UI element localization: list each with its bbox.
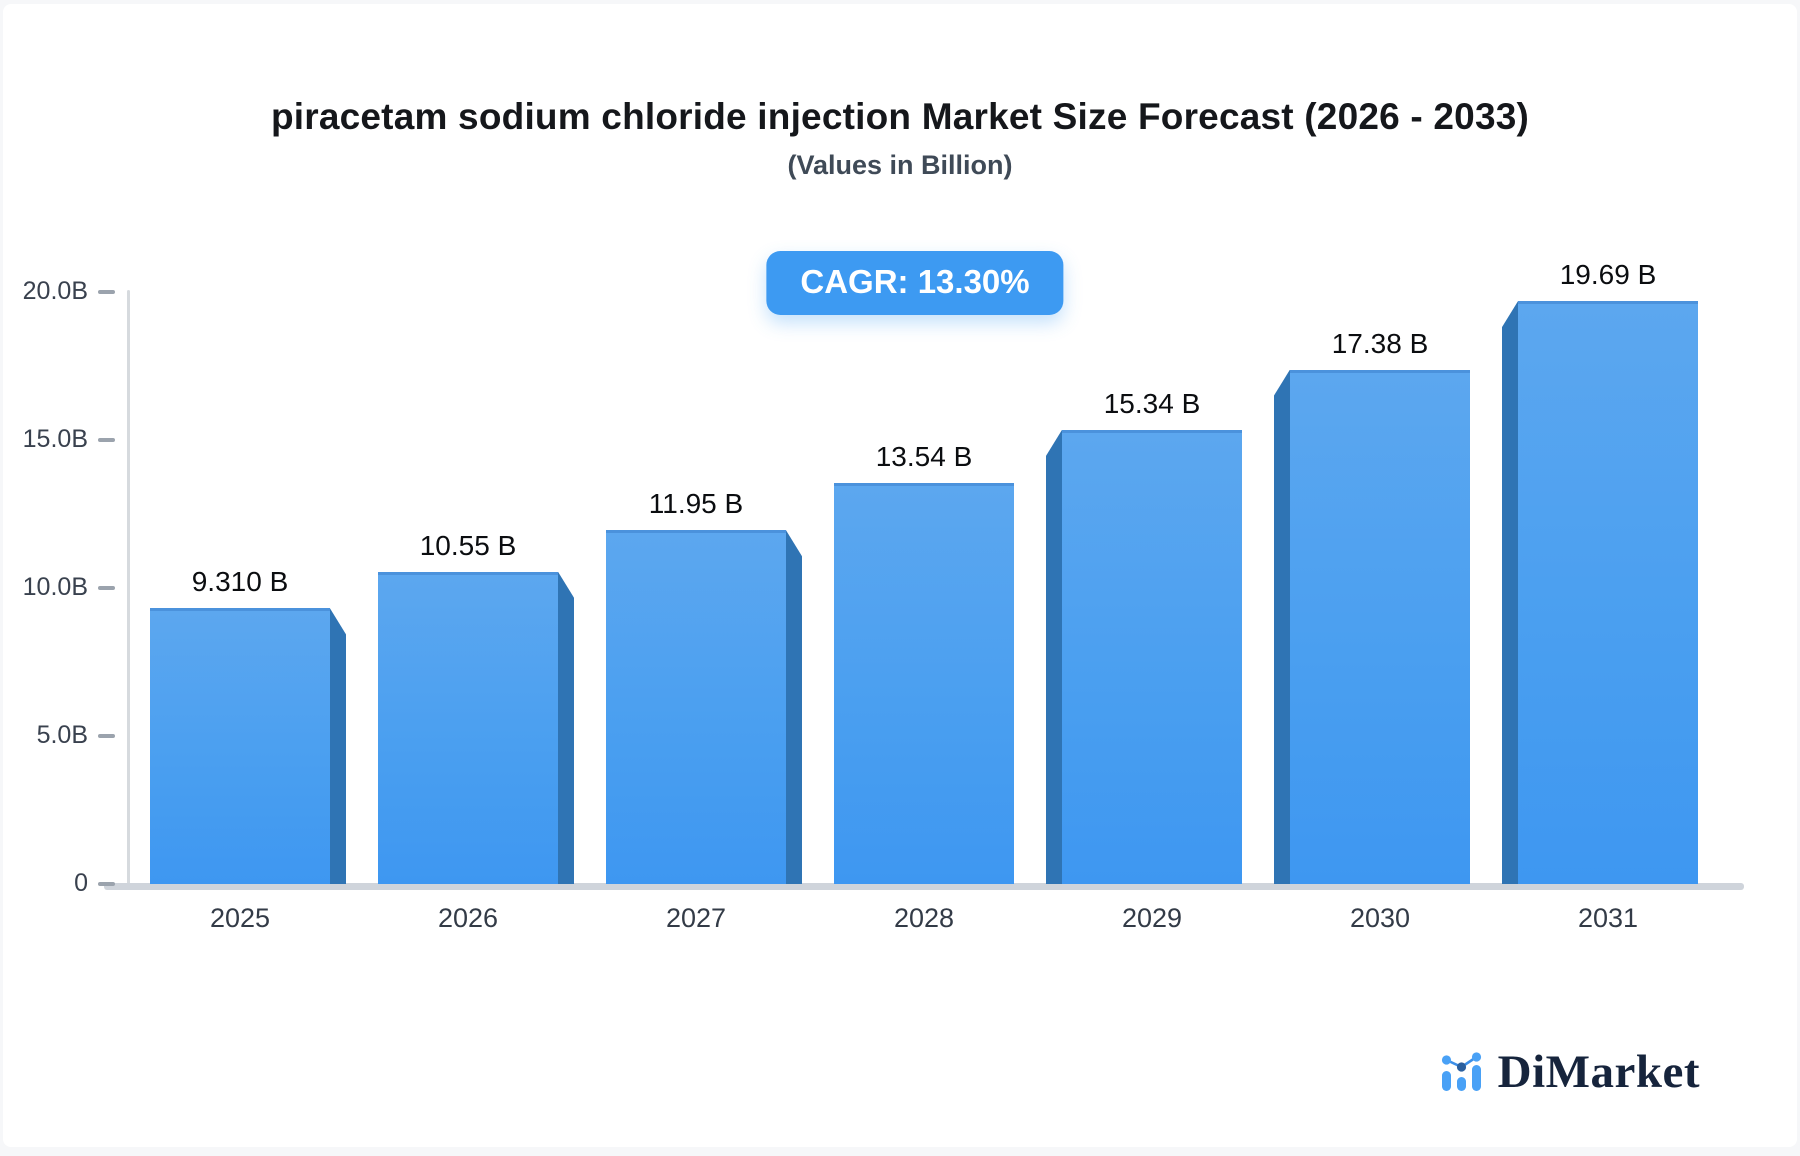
y-axis-tick-mark xyxy=(98,586,115,590)
y-axis-tick-label: 10.0B xyxy=(22,573,88,601)
bar-3d-side xyxy=(1502,301,1518,884)
x-axis-category-label: 2025 xyxy=(209,903,271,933)
y-axis-tick-label: 5.0B xyxy=(36,721,88,749)
bar xyxy=(150,608,330,884)
bar xyxy=(378,571,558,884)
brand-logo: DiMarket xyxy=(1439,1045,1700,1098)
y-axis-tick-mark xyxy=(98,882,115,886)
x-axis-category-label: 2026 xyxy=(437,903,499,933)
y-axis-tick-label: 0 xyxy=(74,869,88,897)
bar-value-label: 17.38 B xyxy=(1331,327,1429,359)
y-axis-tick-mark xyxy=(98,290,115,294)
y-axis-tick-mark xyxy=(98,438,115,442)
bar-3d-side xyxy=(330,608,346,884)
bar-3d-side xyxy=(786,530,802,884)
chart-subtitle: (Values in Billion) xyxy=(787,150,1013,180)
bar xyxy=(1062,429,1242,884)
x-axis-category-label: 2028 xyxy=(893,903,955,933)
y-axis-tick-label: 20.0B xyxy=(22,277,88,305)
bar-value-label: 11.95 B xyxy=(648,488,744,520)
y-axis-tick-mark xyxy=(98,734,115,738)
bar xyxy=(1290,369,1470,884)
bar-value-label: 10.55 B xyxy=(419,529,517,561)
y-axis-line xyxy=(127,290,130,886)
bar-value-label: 15.34 B xyxy=(1103,387,1201,419)
bar-value-label: 9.310 B xyxy=(191,566,289,598)
brand-name: DiMarket xyxy=(1497,1045,1700,1098)
x-axis-category-label: 2027 xyxy=(665,903,727,933)
cagr-badge: CAGR: 13.30% xyxy=(766,251,1064,315)
bar-3d-side xyxy=(1046,429,1062,884)
x-axis-baseline xyxy=(104,883,1744,890)
y-axis-tick-label: 15.0B xyxy=(22,425,88,453)
bar xyxy=(606,530,786,884)
x-axis-category-label: 2029 xyxy=(1121,903,1183,933)
bar xyxy=(1518,301,1698,884)
bar xyxy=(834,483,1014,884)
bar-3d-side xyxy=(1274,369,1290,884)
bar-value-label: 19.69 B xyxy=(1559,259,1657,291)
bar-value-label: 13.54 B xyxy=(875,441,973,473)
x-axis-category-label: 2030 xyxy=(1349,903,1411,933)
bar-chart-trend-icon xyxy=(1441,1052,1481,1091)
bar-3d-side xyxy=(558,571,574,884)
x-axis-category-label: 2031 xyxy=(1577,903,1639,933)
page-title: piracetam sodium chloride injection Mark… xyxy=(270,96,1530,137)
